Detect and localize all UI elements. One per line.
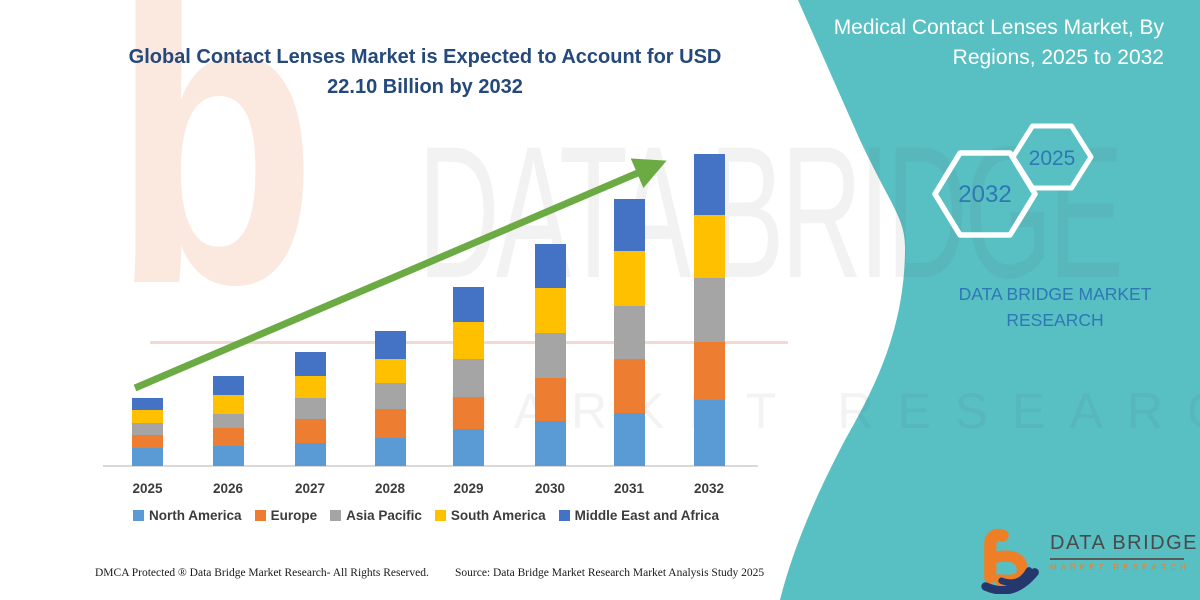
legend-label: South America [450,508,546,523]
databridge-logo: DATA BRIDGE MARKET RESEARCH [980,522,1197,594]
legend-label: Europe [270,508,318,523]
bar-segment-2027-north-america [294,442,326,466]
bar-segment-2032-middle-east-and-africa [693,154,725,216]
legend-swatch [558,510,570,521]
bar-segment-2031-asia-pacific [613,306,645,360]
bar-segment-2026-south-america [212,394,244,414]
legend-swatch [434,510,446,521]
bar-segment-2029-north-america [453,429,484,466]
logo-divider [1050,558,1184,560]
bar-segment-2032-south-america [693,215,725,279]
legend-swatch [133,510,145,521]
hexagon-2032-label: 2032 [958,181,1011,208]
bar-segment-2030-europe [534,377,566,421]
bar-segment-2027-asia-pacific [294,397,326,419]
stacked-bar-2028 [374,331,406,466]
chart-legend: North America Europe Asia Pacific South Ame… [90,508,762,523]
legend-item-middle-east-and-africa: Middle East and Africa [558,508,719,523]
brand-text-line2: RESEARCH [1006,310,1104,331]
bar-segment-2032-north-america [693,400,725,466]
bar-segment-2028-north-america [374,437,406,466]
stacked-bar-2026 [212,376,244,466]
bar-segment-2029-middle-east-and-africa [453,287,484,322]
bar-segment-2028-south-america [374,359,406,383]
brand-text: DATA BRIDGE MARKET RESEARCH [930,281,1180,334]
bar-segment-2026-north-america [212,446,244,466]
bar-segment-2030-middle-east-and-africa [534,243,566,289]
logo-subtitle: MARKET RESEARCH [1050,563,1190,572]
x-axis-label-2025: 2025 [132,481,163,496]
bar-segment-2026-asia-pacific [212,413,244,428]
bar-segment-2029-asia-pacific [453,358,484,397]
legend-item-north-america: North America [133,508,242,523]
legend-label: Middle East and Africa [574,508,719,523]
bar-segment-2029-europe [453,396,484,430]
bar-segment-2026-europe [212,427,244,447]
dmca-text: DMCA Protected ® Data Bridge Market Rese… [95,567,429,579]
chart-title-line2: 22.10 Billion by 2032 [327,76,523,98]
hexagon-2032 [932,150,1038,238]
bar-segment-2031-middle-east-and-africa [613,199,645,252]
x-axis-label-2028: 2028 [374,481,406,496]
legend-label: Asia Pacific [346,508,422,523]
panel-title-line1: Medical Contact Lenses Market, By [833,16,1164,39]
legend-swatch [254,510,266,521]
bar-segment-2029-south-america [453,321,484,359]
x-axis-label-2030: 2030 [534,481,566,496]
stacked-bar-2029 [453,287,484,466]
legend-swatch [330,510,342,521]
b-logo-icon [981,528,1039,594]
stacked-bar-2032 [693,154,725,466]
x-axis-line [103,465,758,467]
chart-title-line1: Global Contact Lenses Market is Expected… [128,46,722,68]
bar-segment-2025-north-america [132,448,163,466]
logo-wordmark: DATA BRIDGE [1050,532,1199,554]
x-axis-label-2029: 2029 [453,481,484,496]
legend-item-europe: Europe [254,508,318,523]
bar-segment-2030-north-america [534,420,566,466]
brand-text-line1: DATA BRIDGE MARKET [958,284,1152,304]
bar-segment-2025-asia-pacific [132,422,163,435]
source-text: Source: Data Bridge Market Research Mark… [455,567,765,579]
bar-segment-2027-south-america [294,376,326,398]
x-axis-label-2026: 2026 [212,481,244,496]
bar-segment-2031-europe [613,359,645,414]
bar-segment-2026-middle-east-and-africa [212,376,244,395]
stacked-bar-2031 [613,199,645,466]
bar-segment-2028-middle-east-and-africa [374,331,406,360]
legend-item-south-america: South America [434,508,546,523]
panel-title-line2: Regions, 2025 to 2032 [952,46,1164,70]
watermark-subtitle-text: MARKET RESEARCH [448,383,1200,439]
bar-segment-2027-europe [294,418,326,443]
bar-segment-2028-europe [374,409,406,438]
stacked-bar-2027 [294,352,326,466]
bar-segment-2031-north-america [613,413,645,466]
bar-segment-2028-asia-pacific [374,382,406,410]
chart-title: Global Contact Lenses Market is Expected… [115,42,735,102]
bar-segment-2030-south-america [534,288,566,334]
stacked-bar-2030 [534,243,566,466]
bar-segment-2025-middle-east-and-africa [132,397,163,410]
bar-segment-2031-south-america [613,251,645,307]
hexagon-2025-label: 2025 [1029,147,1076,170]
legend-item-asia-pacific: Asia Pacific [330,508,422,523]
bar-segment-2032-asia-pacific [693,278,725,343]
x-axis-label-2032: 2032 [693,481,725,496]
bar-segment-2030-asia-pacific [534,333,566,378]
bar-segment-2027-middle-east-and-africa [294,352,326,377]
bar-segment-2025-europe [132,434,163,449]
hexagon-2025 [1010,123,1094,191]
x-axis-label-2027: 2027 [294,481,326,496]
hexagon-badges: 2032 2025 [932,123,1094,238]
bar-segment-2032-europe [693,342,725,401]
x-axis-label-2031: 2031 [613,481,645,496]
stacked-bar-2025 [132,397,163,466]
bar-segment-2025-south-america [132,409,163,423]
panel-title: Medical Contact Lenses Market, By Region… [824,13,1164,74]
legend-label: North America [149,508,242,523]
